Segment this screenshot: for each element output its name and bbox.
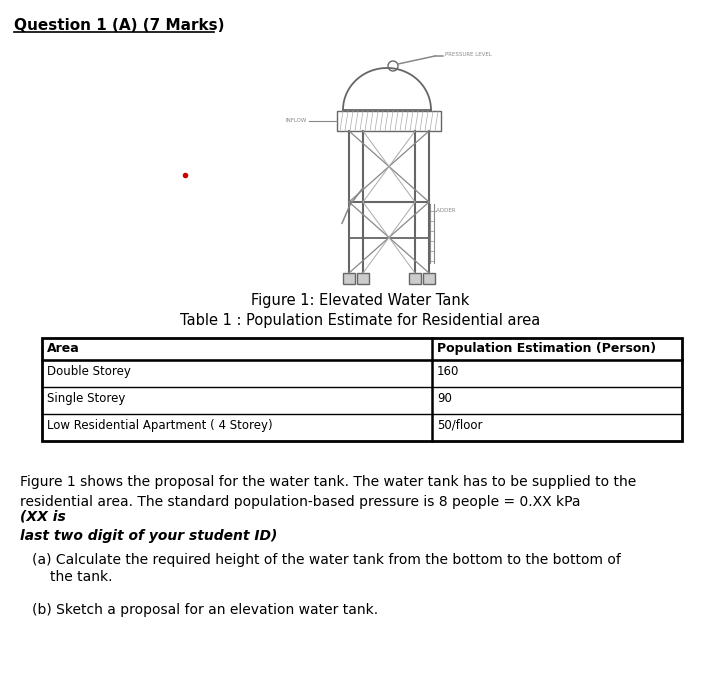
- Bar: [423, 273, 435, 284]
- Bar: [343, 273, 355, 284]
- Text: Area: Area: [47, 342, 80, 355]
- Text: LADDER: LADDER: [433, 208, 456, 213]
- Text: (a) Calculate the required height of the water tank from the bottom to the botto: (a) Calculate the required height of the…: [32, 553, 621, 567]
- Text: 160: 160: [437, 365, 459, 378]
- Bar: [42, 338, 682, 441]
- Text: Question 1 (A) (7 Marks): Question 1 (A) (7 Marks): [14, 18, 224, 33]
- Text: Low Residential Apartment ( 4 Storey): Low Residential Apartment ( 4 Storey): [47, 419, 273, 432]
- Text: Figure 1: Elevated Water Tank: Figure 1: Elevated Water Tank: [251, 293, 469, 308]
- Text: 50/floor: 50/floor: [437, 419, 482, 432]
- Text: Figure 1 shows the proposal for the water tank. The water tank has to be supplie: Figure 1 shows the proposal for the wate…: [20, 475, 636, 509]
- Text: (b) Sketch a proposal for an elevation water tank.: (b) Sketch a proposal for an elevation w…: [32, 603, 378, 617]
- Text: PRESSURE LEVEL: PRESSURE LEVEL: [445, 51, 492, 57]
- Bar: [357, 273, 369, 284]
- Text: 90: 90: [437, 392, 452, 405]
- Text: Table 1 : Population Estimate for Residential area: Table 1 : Population Estimate for Reside…: [180, 313, 540, 328]
- Text: Population Estimation (Person): Population Estimation (Person): [437, 342, 656, 355]
- Text: Double Storey: Double Storey: [47, 365, 131, 378]
- Bar: [409, 273, 421, 284]
- Text: (XX is
last two digit of your student ID): (XX is last two digit of your student ID…: [20, 509, 278, 543]
- Text: Single Storey: Single Storey: [47, 392, 125, 405]
- Text: INFLOW: INFLOW: [286, 119, 307, 124]
- Text: the tank.: the tank.: [50, 570, 112, 584]
- Bar: [337, 111, 441, 131]
